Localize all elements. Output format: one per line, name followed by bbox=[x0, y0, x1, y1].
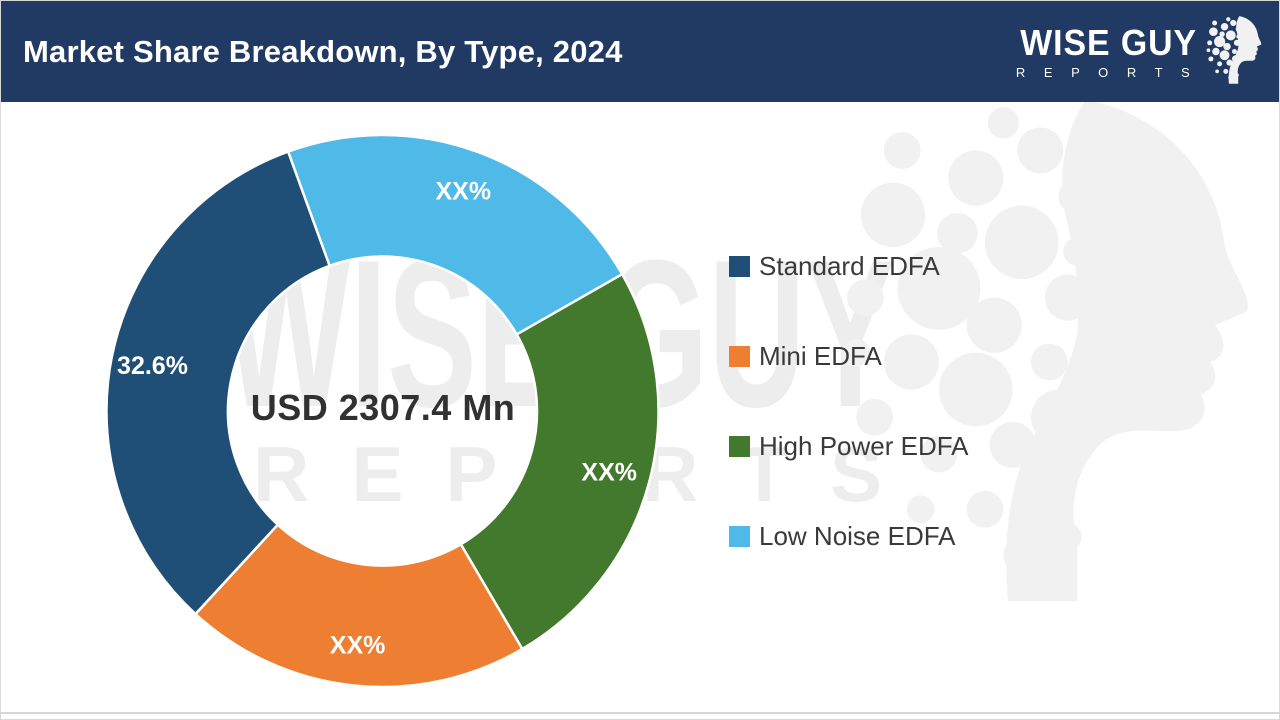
legend-item-low-noise-edfa: Low Noise EDFA bbox=[729, 522, 969, 550]
header-bar: Market Share Breakdown, By Type, 2024 WI… bbox=[1, 1, 1279, 102]
chart-center-value: USD 2307.4 Mn bbox=[250, 387, 516, 428]
legend-label: Mini EDFA bbox=[759, 341, 882, 371]
legend-swatch-low-noise-edfa bbox=[729, 525, 750, 547]
brand-text: WISE GUY R E P O R T S bbox=[1009, 21, 1198, 80]
brand-subtitle: R E P O R T S bbox=[1015, 64, 1198, 80]
donut-slice-mini-edfa bbox=[194, 523, 524, 689]
slice-label-mini-edfa: XX% bbox=[330, 631, 386, 659]
legend-item-high-power-edfa: High Power EDFA bbox=[729, 432, 969, 460]
donut-slice-low-noise-edfa bbox=[286, 133, 624, 336]
legend-label: High Power EDFA bbox=[759, 431, 969, 461]
slice-label-standard-edfa: 32.6% bbox=[117, 352, 188, 380]
watermark-head-logo-icon bbox=[842, 99, 1248, 602]
brand-name: WISE GUY bbox=[1020, 21, 1197, 63]
bottom-rule bbox=[1, 712, 1279, 714]
legend-label: Standard EDFA bbox=[759, 251, 940, 281]
brand-logo: WISE GUY R E P O R T S bbox=[1009, 14, 1263, 89]
donut-slice-high-power-edfa bbox=[459, 272, 660, 651]
page-title: Market Share Breakdown, By Type, 2024 bbox=[23, 33, 623, 69]
donut-slice-standard-edfa bbox=[105, 150, 331, 616]
slice-label-high-power-edfa: XX% bbox=[581, 458, 637, 486]
slice-label-low-noise-edfa: XX% bbox=[436, 178, 492, 206]
legend-swatch-high-power-edfa bbox=[729, 435, 750, 457]
legend-swatch-standard-edfa bbox=[729, 255, 750, 277]
legend-item-standard-edfa: Standard EDFA bbox=[729, 252, 969, 280]
legend-item-mini-edfa: Mini EDFA bbox=[729, 342, 969, 370]
legend-label: Low Noise EDFA bbox=[759, 521, 956, 551]
chart-legend: Standard EDFA Mini EDFA High Power EDFA … bbox=[729, 252, 969, 612]
legend-swatch-mini-edfa bbox=[729, 345, 750, 367]
